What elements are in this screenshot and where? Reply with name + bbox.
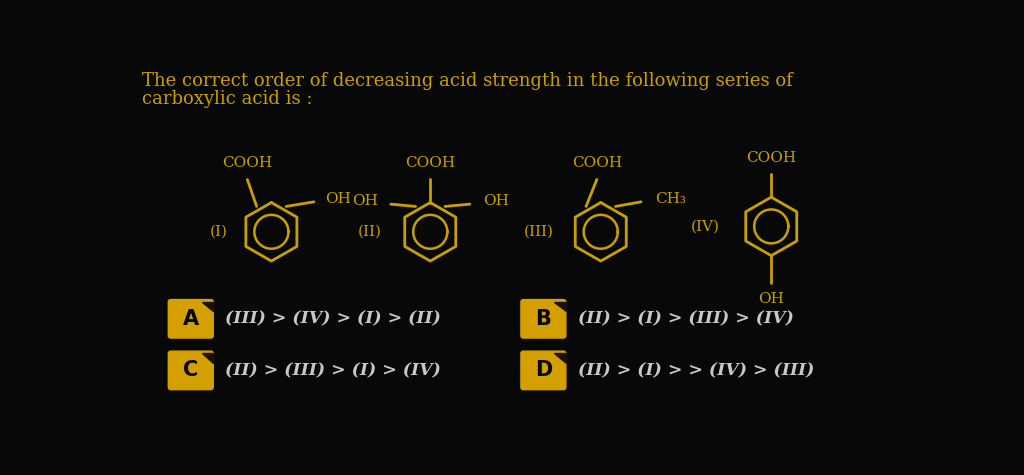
- Text: carboxylic acid is :: carboxylic acid is :: [142, 90, 312, 108]
- Text: COOH: COOH: [572, 156, 623, 170]
- Text: OH: OH: [483, 194, 509, 208]
- Text: (IV): (IV): [691, 219, 720, 233]
- Text: OH: OH: [351, 194, 378, 208]
- Text: COOH: COOH: [222, 156, 272, 170]
- Polygon shape: [554, 302, 566, 311]
- Text: D: D: [535, 361, 552, 380]
- Text: COOH: COOH: [406, 156, 456, 170]
- Polygon shape: [202, 353, 213, 363]
- Text: (II) > (III) > (I) > (IV): (II) > (III) > (I) > (IV): [225, 362, 440, 379]
- Text: The correct order of decreasing acid strength in the following series of: The correct order of decreasing acid str…: [142, 72, 793, 90]
- Text: (III) > (IV) > (I) > (II): (III) > (IV) > (I) > (II): [225, 310, 440, 327]
- Text: (I): (I): [210, 225, 227, 239]
- Text: OH: OH: [759, 292, 784, 306]
- Polygon shape: [202, 302, 213, 311]
- FancyBboxPatch shape: [521, 300, 566, 338]
- Text: (II): (II): [357, 225, 382, 239]
- Text: C: C: [183, 361, 199, 380]
- Text: (II) > (I) > > (IV) > (III): (II) > (I) > > (IV) > (III): [578, 362, 814, 379]
- FancyBboxPatch shape: [168, 300, 213, 338]
- Text: A: A: [182, 309, 199, 329]
- Text: (III): (III): [523, 225, 554, 239]
- FancyBboxPatch shape: [521, 351, 566, 389]
- FancyBboxPatch shape: [168, 351, 213, 389]
- Polygon shape: [554, 353, 566, 363]
- Text: (II) > (I) > (III) > (IV): (II) > (I) > (III) > (IV): [578, 310, 794, 327]
- Text: COOH: COOH: [746, 151, 797, 165]
- Text: OH: OH: [325, 192, 351, 206]
- Text: B: B: [536, 309, 551, 329]
- Text: CH₃: CH₃: [655, 192, 686, 206]
